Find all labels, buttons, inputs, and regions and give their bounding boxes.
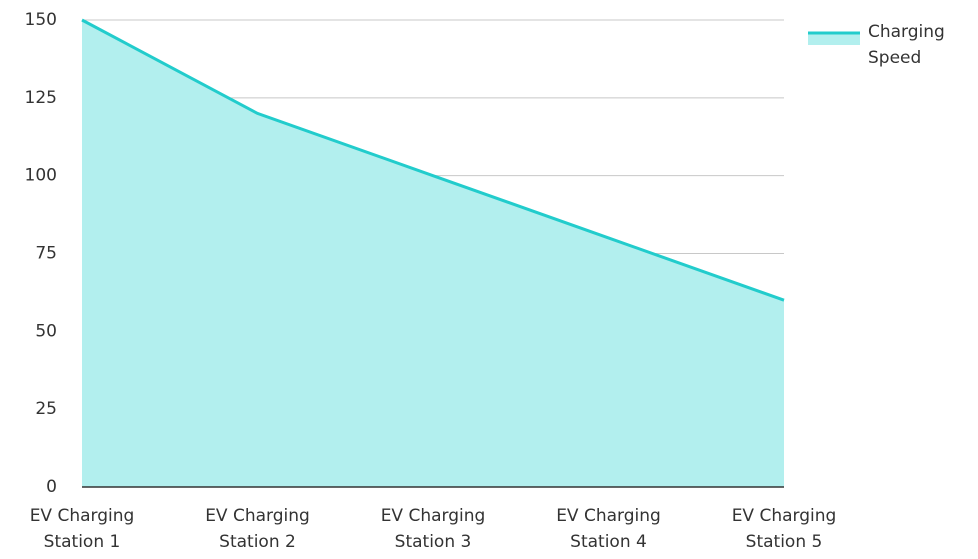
x-tick-label: EV Charging Station 1 (29, 506, 135, 552)
y-tick-label: 50 (35, 321, 57, 341)
y-tick-label: 125 (25, 88, 57, 108)
x-tick-label: EV Charging Station 3 (380, 506, 486, 552)
y-tick-label: 0 (46, 477, 57, 497)
x-tick-label: EV Charging Station 5 (731, 506, 837, 552)
y-tick-label: 25 (35, 399, 57, 419)
y-tick-label: 100 (25, 166, 57, 186)
x-tick-label: EV Charging Station 2 (205, 506, 310, 552)
area (82, 20, 784, 487)
y-tick-label: 75 (35, 244, 57, 264)
y-tick-label: 150 (25, 10, 57, 30)
x-tick-label: EV Charging Station 4 (556, 506, 661, 552)
line (81, 18, 785, 302)
legend-swatch-fill (808, 33, 860, 45)
legend-label: Charging Speed (868, 22, 945, 68)
